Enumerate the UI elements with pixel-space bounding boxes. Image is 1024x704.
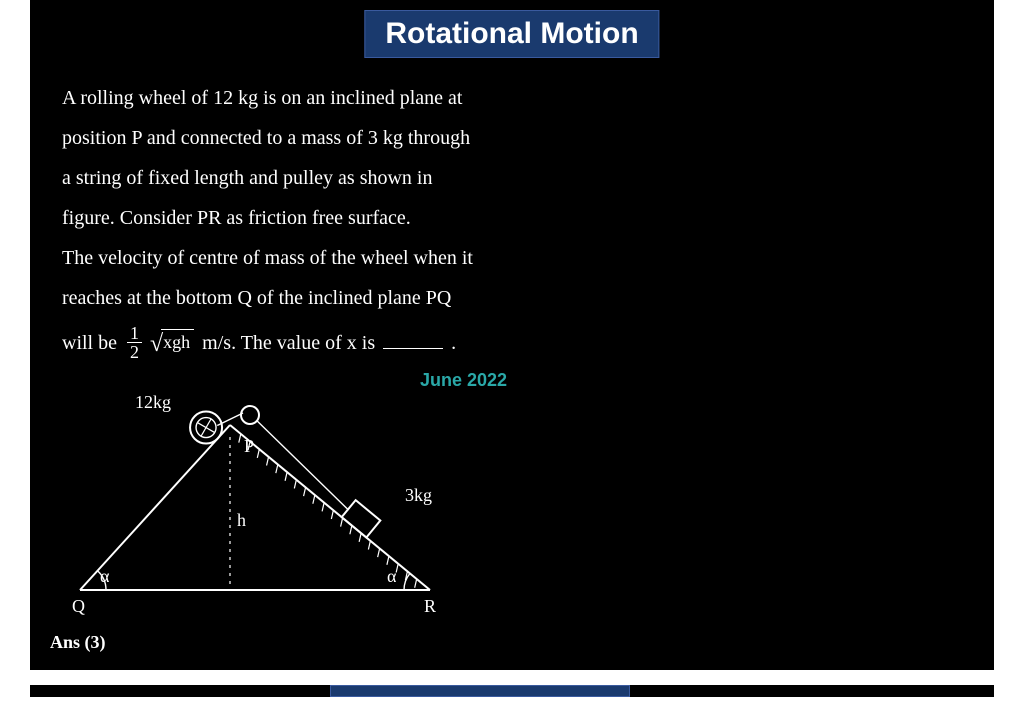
formula-prefix: will be: [62, 329, 117, 357]
radicand: xgh: [161, 329, 194, 355]
question-line: a string of fixed length and pulley as s…: [62, 158, 582, 198]
question-line: The velocity of centre of mass of the wh…: [62, 238, 582, 278]
fraction: 1 2: [127, 324, 142, 361]
page: Rotational Motion A rolling wheel of 12 …: [0, 0, 1024, 704]
diagram: 12kg P h 3kg α α Q R: [50, 390, 510, 630]
height-label: h: [237, 510, 246, 531]
question-line: position P and connected to a mass of 3 …: [62, 118, 582, 158]
exam-date-tag: June 2022: [420, 370, 507, 391]
label-q: Q: [72, 596, 85, 617]
wheel-mass-label: 12kg: [135, 392, 171, 413]
slide: Rotational Motion A rolling wheel of 12 …: [30, 0, 994, 670]
question-line: figure. Consider PR as friction free sur…: [62, 198, 582, 238]
fill-blank: [383, 336, 443, 349]
formula-line: will be 1 2 √ xgh m/s. The value of x is…: [62, 324, 582, 361]
question-block: A rolling wheel of 12 kg is on an inclin…: [62, 78, 582, 361]
bottom-strip: [30, 685, 994, 697]
angle-label-right: α: [387, 566, 396, 587]
question-line: reaches at the bottom Q of the inclined …: [62, 278, 582, 318]
bottom-strip-inner: [330, 685, 630, 697]
formula-suffix: .: [451, 329, 456, 357]
fraction-numerator: 1: [127, 324, 142, 343]
fraction-denominator: 2: [127, 343, 142, 361]
diagram-svg: [50, 390, 510, 630]
block-mass-label: 3kg: [405, 485, 432, 506]
slide-title: Rotational Motion: [364, 10, 659, 58]
answer-label: Ans (3): [50, 632, 106, 653]
question-line: A rolling wheel of 12 kg is on an inclin…: [62, 78, 582, 118]
angle-label-left: α: [100, 566, 109, 587]
label-p: P: [244, 436, 254, 457]
square-root: √ xgh: [150, 329, 194, 355]
label-r: R: [424, 596, 436, 617]
formula-mid: m/s. The value of x is: [202, 329, 375, 357]
